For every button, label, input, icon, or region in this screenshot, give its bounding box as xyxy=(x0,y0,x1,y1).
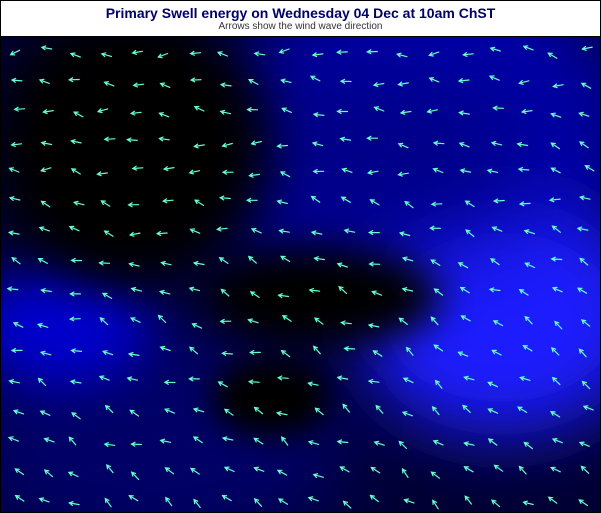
swell-map xyxy=(1,37,600,512)
chart-subtitle: Arrows show the wind wave direction xyxy=(1,21,600,34)
chart-container: Primary Swell energy on Wednesday 04 Dec… xyxy=(0,0,601,513)
chart-header: Primary Swell energy on Wednesday 04 Dec… xyxy=(1,1,600,37)
map-svg xyxy=(1,37,600,512)
energy-region xyxy=(211,357,331,437)
chart-title: Primary Swell energy on Wednesday 04 Dec… xyxy=(1,1,600,21)
energy-region xyxy=(201,247,441,347)
